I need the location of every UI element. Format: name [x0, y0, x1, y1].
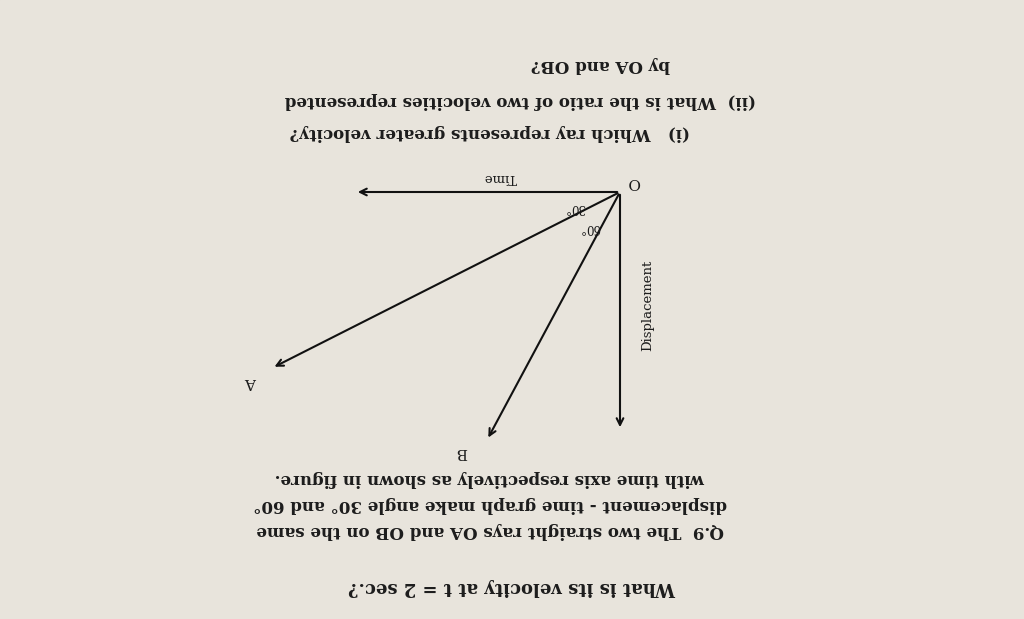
Text: (ii)  What is the ratio of two velocities represented: (ii) What is the ratio of two velocities… — [285, 92, 756, 108]
Text: by OA and OB?: by OA and OB? — [530, 56, 670, 74]
Text: A: A — [247, 375, 257, 389]
Text: What is its velocity at t = 2 sec.?: What is its velocity at t = 2 sec.? — [348, 578, 676, 596]
Text: Q.9  The two straight rays OA and OB on the same: Q.9 The two straight rays OA and OB on t… — [256, 521, 724, 539]
Text: (i)   Which ray represents greater velocity?: (i) Which ray represents greater velocit… — [290, 124, 690, 142]
Text: 30°: 30° — [564, 201, 586, 214]
Text: with time axis respectively as shown in figure.: with time axis respectively as shown in … — [274, 469, 706, 487]
Text: O: O — [628, 175, 640, 189]
Text: displacement - time graph make angle 30° and 60°: displacement - time graph make angle 30°… — [253, 495, 727, 513]
Text: Displacement: Displacement — [641, 259, 654, 350]
Text: Time: Time — [483, 171, 516, 184]
Text: 60°: 60° — [580, 222, 600, 235]
Text: B: B — [457, 445, 468, 459]
